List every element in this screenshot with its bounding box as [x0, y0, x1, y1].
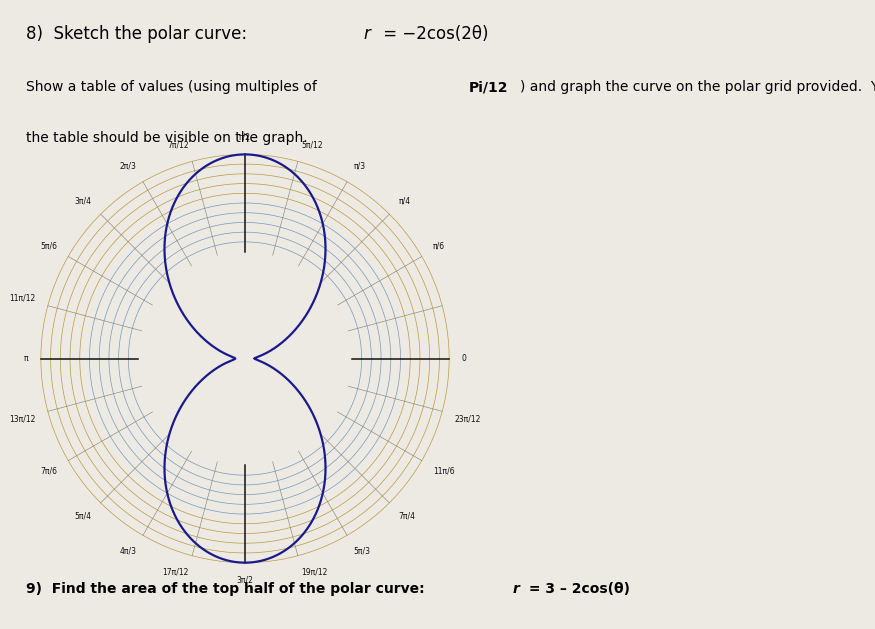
Text: 5π/3: 5π/3 [354, 546, 370, 555]
Text: ) and graph the curve on the polar grid provided.  Your points from: ) and graph the curve on the polar grid … [520, 81, 875, 94]
Text: 17π/12: 17π/12 [163, 568, 189, 577]
Text: 11π/12: 11π/12 [10, 293, 36, 303]
Text: 5π/12: 5π/12 [301, 140, 323, 149]
Text: 3π/4: 3π/4 [74, 196, 92, 205]
Text: π/3: π/3 [354, 162, 366, 171]
Text: = −2cos(2θ): = −2cos(2θ) [378, 25, 488, 43]
Text: Pi/12: Pi/12 [469, 81, 508, 94]
Text: 0: 0 [462, 354, 466, 363]
Text: π/6: π/6 [433, 241, 444, 250]
Text: 23π/12: 23π/12 [454, 415, 480, 424]
Text: π/4: π/4 [398, 196, 410, 205]
Text: 5π/6: 5π/6 [40, 241, 57, 250]
Text: 9)  Find the area of the top half of the polar curve:: 9) Find the area of the top half of the … [26, 582, 435, 596]
Text: 5π/4: 5π/4 [74, 512, 92, 521]
Text: 3π/2: 3π/2 [236, 576, 254, 584]
Text: r: r [513, 582, 520, 596]
Text: 8)  Sketch the polar curve:: 8) Sketch the polar curve: [26, 25, 263, 43]
Text: 7π/4: 7π/4 [398, 512, 416, 521]
Text: r: r [363, 25, 370, 43]
Text: 7π/6: 7π/6 [40, 467, 57, 476]
Text: 4π/3: 4π/3 [120, 546, 136, 555]
Text: 7π/12: 7π/12 [167, 140, 189, 149]
Text: 11π/6: 11π/6 [433, 467, 454, 476]
Text: π/2: π/2 [239, 133, 251, 142]
Text: = 3 – 2cos(θ): = 3 – 2cos(θ) [524, 582, 630, 596]
Text: Show a table of values (using multiples of: Show a table of values (using multiples … [26, 81, 321, 94]
Text: 2π/3: 2π/3 [120, 162, 136, 171]
Text: 19π/12: 19π/12 [301, 568, 327, 577]
Text: π: π [24, 354, 28, 363]
Text: 13π/12: 13π/12 [10, 415, 36, 424]
Text: the table should be visible on the graph.: the table should be visible on the graph… [26, 131, 308, 145]
